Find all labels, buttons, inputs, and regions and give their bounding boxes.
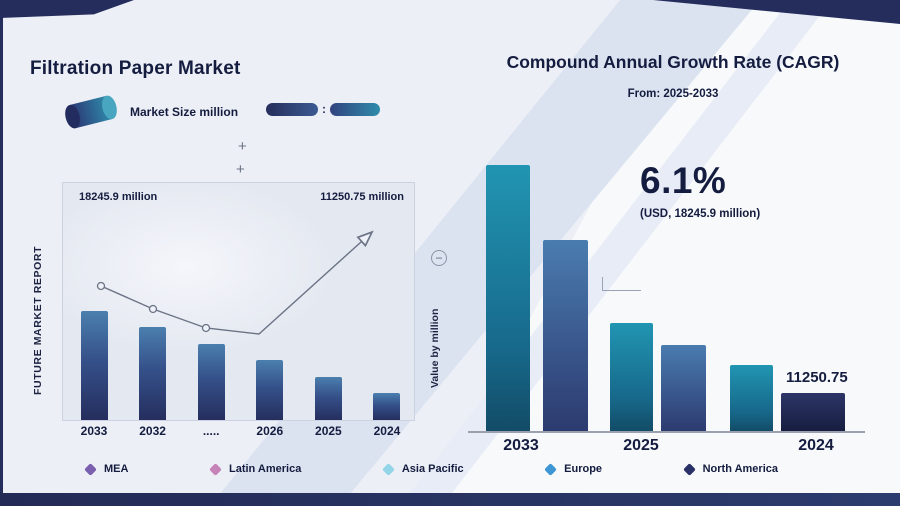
market-bar-2032 (139, 327, 167, 420)
cagr-value: 6.1% (640, 160, 727, 201)
legend-item-latin-america: Latin America (209, 462, 302, 476)
cagr-x-tick: 2024 (798, 437, 834, 454)
legend-label: MEA (104, 463, 129, 475)
market-x-tick: ..... (202, 424, 220, 438)
diamond-icon (84, 462, 97, 476)
capsule-icon (266, 102, 318, 116)
cagr-bar-2025-series-2 (661, 345, 706, 432)
market-x-tick: 2024 (373, 424, 401, 438)
cagr-bar-2025-series-1 (610, 323, 653, 432)
database-icon (65, 95, 117, 129)
diamond-icon (682, 462, 696, 476)
legend-item-europe: Europe (544, 462, 603, 476)
market-x-tick: 2033 (80, 424, 108, 438)
market-size-bars (81, 311, 400, 420)
legend-item-north-america: North America (682, 462, 778, 476)
value-axis-label: Value by million (429, 308, 441, 388)
min-value-callout: 11250.75 (786, 369, 848, 386)
cagr-subtitle: From: 2025-2033 (627, 88, 719, 100)
diamond-icon (544, 462, 558, 476)
cagr-bar-2024-series-2 (781, 393, 845, 432)
market-size-x-axis: 2033 2032..... 2026 2025 2024 (62, 424, 415, 438)
cagr-x-axis-line (468, 431, 865, 433)
market-bar-2024 (372, 393, 400, 420)
market-bar-2026 (256, 360, 284, 420)
minus-circle-icon: − (431, 250, 447, 266)
top-left-corner-decoration (0, 0, 134, 18)
market-x-tick: 2026 (256, 424, 284, 438)
capsule-separator: : (322, 101, 326, 116)
market-bar-2033 (81, 311, 108, 420)
legend-label: North America (702, 463, 778, 475)
max-value-label: 18245.9 million (79, 191, 158, 203)
region-legend: MEA Latin America Asia Pacific Europe North … (84, 462, 778, 476)
legend-label: Europe (564, 463, 603, 475)
minus-glyph: − (435, 251, 443, 265)
cagr-bar-2024-series-1 (730, 365, 773, 432)
capsule-decoration: : (266, 102, 380, 116)
market-size-chart: 18245.9 million 11250.75 million (62, 182, 415, 421)
market-title: Filtration Paper Market (30, 58, 241, 79)
diamond-icon (381, 462, 395, 476)
market-x-tick: 2025 (315, 424, 342, 438)
cagr-x-tick: 2025 (623, 437, 659, 454)
market-bar-2025 (314, 377, 342, 420)
market-x-tick: 2032 (139, 424, 166, 438)
cagr-bar-2033-series-1 (486, 165, 530, 432)
market-bar-..... (197, 344, 225, 420)
step-line-decoration (602, 277, 641, 291)
legend-label: Latin America (228, 463, 302, 475)
top-right-corner-decoration (653, 0, 900, 24)
cagr-bar-2033-series-2 (543, 240, 588, 432)
cagr-title: Compound Annual Growth Rate (CAGR) (506, 52, 840, 72)
left-border-decoration (0, 0, 3, 506)
market-size-legend: Market Size million (62, 92, 238, 132)
bottom-bar-decoration (0, 493, 900, 506)
diamond-icon (209, 462, 222, 476)
market-size-label: Market Size million (130, 105, 239, 119)
plus-icon: + (238, 138, 247, 155)
legend-item-asia-pacific: Asia Pacific (381, 462, 464, 476)
capsule-icon (330, 102, 380, 116)
legend-item-mea: MEA (84, 462, 129, 476)
legend-label: Asia Pacific (401, 463, 464, 475)
plus-icon: + (236, 161, 245, 178)
cagr-value-caption: (USD, 18245.9 million) (640, 208, 761, 220)
cagr-x-tick: 2033 (503, 437, 539, 454)
watermark-text: FUTURE MARKET REPORT (32, 245, 44, 395)
min-value-label: 11250.75 million (320, 191, 404, 203)
